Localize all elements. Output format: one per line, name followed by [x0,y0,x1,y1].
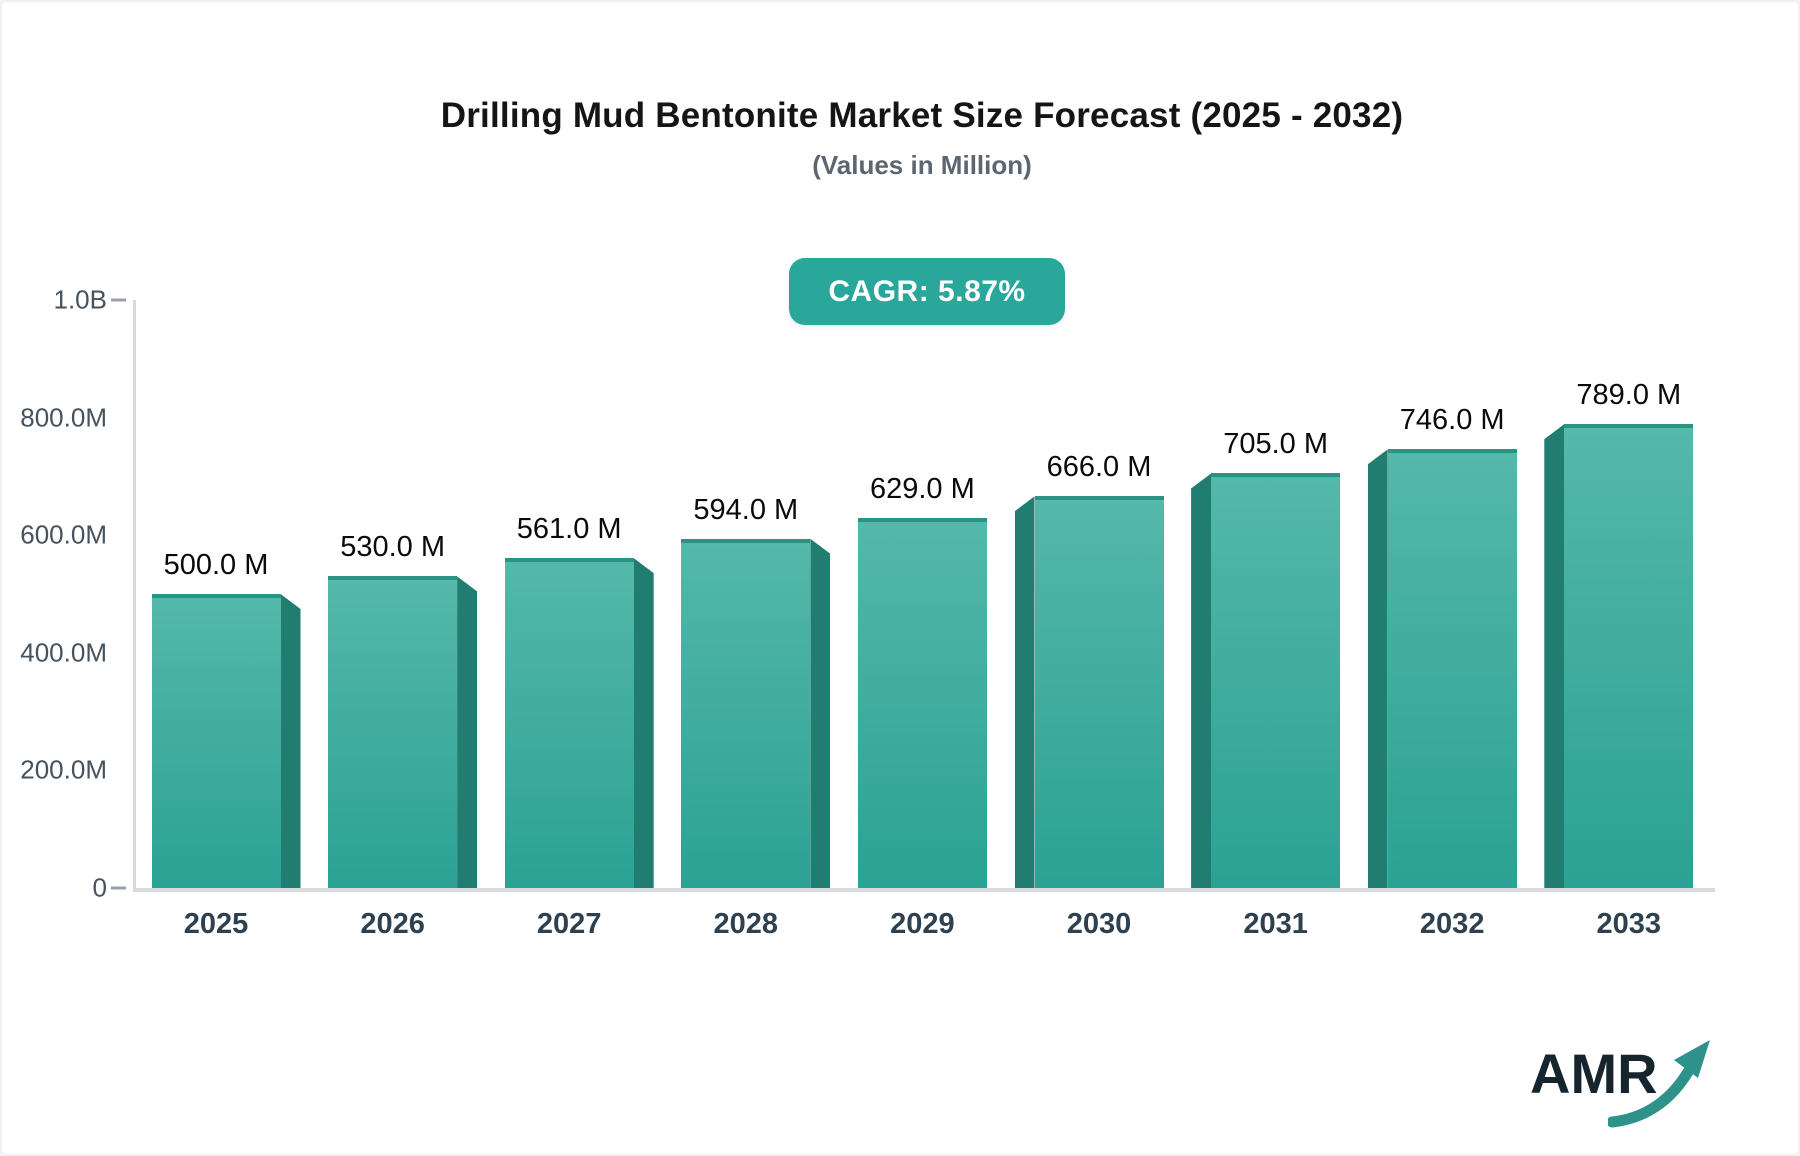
bar-value-label: 629.0 M [869,473,975,506]
bar-2027 [504,558,634,888]
bar-2031 [1211,473,1341,888]
bar-side-shade [1544,424,1565,888]
bar-2030 [1034,496,1164,888]
bar-2029 [857,518,987,888]
y-tick-dash [111,298,126,302]
x-axis-label-2030: 2030 [1066,908,1132,940]
bar-value-label: 561.0 M [516,513,622,546]
y-tick-label: 400.0M [20,637,107,668]
x-axis-label-2026: 2026 [360,908,425,940]
x-axis-label-2028: 2028 [713,908,779,940]
x-axis-label-2032: 2032 [1419,908,1485,940]
bar-side-shade [1191,473,1212,888]
bar-2025 [151,594,281,888]
y-tick-label: 600.0M [20,519,107,550]
x-axis-label-2029: 2029 [890,908,955,940]
bar-side-shade [280,594,301,888]
bar-value-label: 594.0 M [693,493,799,526]
y-tick-dash [111,886,126,890]
bar-side-shade [1367,449,1388,888]
x-axis-label-2031: 2031 [1243,908,1308,940]
bar-value-label: 746.0 M [1399,404,1505,437]
y-tick-label: 0 [92,872,107,903]
y-axis-line [133,300,136,888]
bar-value-label: 530.0 M [340,531,445,564]
bar-2026 [328,576,458,888]
bar-value-label: 789.0 M [1576,379,1682,412]
x-axis-label-2033: 2033 [1596,908,1662,940]
x-axis-label-2027: 2027 [536,908,602,940]
brand-logo-text: AMR [1530,1042,1658,1105]
bar-side-shade [810,538,831,888]
cagr-badge: CAGR: 5.87% [789,258,1065,325]
y-tick-label: 1.0B [53,284,108,315]
bar-value-label: 500.0 M [163,549,269,581]
bar-2033 [1564,424,1694,888]
chart-title: Drilling Mud Bentonite Market Size Forec… [440,96,1404,135]
bar-side-shade [1014,496,1035,888]
x-axis-label-2025: 2025 [183,908,249,940]
y-tick-label: 800.0M [20,402,107,433]
x-axis-line [133,888,1715,892]
bar-2028 [681,538,811,888]
bar-value-label: 666.0 M [1046,451,1152,484]
y-tick-label: 200.0M [20,754,107,785]
bar-2032 [1387,449,1517,888]
bar-side-shade [633,558,654,888]
brand-logo: AMR [1530,1032,1720,1128]
chart-subtitle: (Values in Million) [812,150,1032,180]
bar-value-label: 705.0 M [1223,428,1328,461]
growth-arrow-icon [1608,1040,1710,1128]
bar-side-shade [457,576,478,888]
